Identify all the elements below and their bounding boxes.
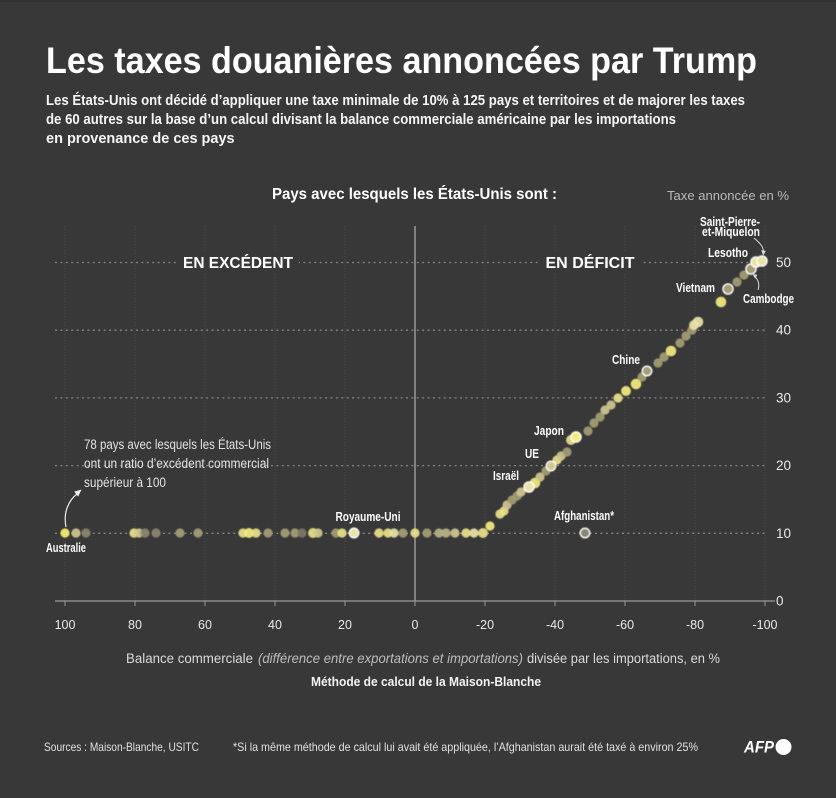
svg-text:UE: UE xyxy=(525,446,539,461)
svg-text:de 60 autres sur la base d’un: de 60 autres sur la base d’un calcul div… xyxy=(46,112,676,128)
svg-text:Cambodge: Cambodge xyxy=(743,291,794,306)
svg-text:*Si la même méthode de calcul: *Si la même méthode de calcul lui avait … xyxy=(233,740,698,754)
svg-text:-40: -40 xyxy=(546,618,564,632)
svg-text:Pays avec lesquels les États-U: Pays avec lesquels les États-Unis sont : xyxy=(272,186,557,203)
svg-text:-20: -20 xyxy=(476,618,494,632)
svg-text:Japon: Japon xyxy=(534,423,564,438)
svg-text:40: 40 xyxy=(268,618,282,632)
svg-text:Balance commerciale: Balance commerciale xyxy=(126,651,253,666)
svg-text:40: 40 xyxy=(776,323,791,338)
svg-text:20: 20 xyxy=(338,618,352,632)
svg-text:-60: -60 xyxy=(616,618,634,632)
svg-text:Royaume-Uni: Royaume-Uni xyxy=(336,509,401,524)
svg-text:0: 0 xyxy=(412,618,419,632)
svg-text:AFP: AFP xyxy=(743,739,775,757)
svg-text:Lesotho: Lesotho xyxy=(708,245,748,260)
svg-text:30: 30 xyxy=(776,390,791,405)
svg-text:80: 80 xyxy=(128,618,142,632)
svg-text:20: 20 xyxy=(776,458,791,473)
svg-text:Taxe annoncée en %: Taxe annoncée en % xyxy=(667,188,789,203)
svg-text:Saint-Pierre-: Saint-Pierre- xyxy=(700,214,760,229)
svg-text:Les taxes douanières annoncées: Les taxes douanières annoncées par Trump xyxy=(46,39,757,81)
svg-text:100: 100 xyxy=(55,618,76,632)
svg-text:supérieur à 100: supérieur à 100 xyxy=(84,475,166,490)
svg-text:Méthode de calcul de la Maison: Méthode de calcul de la Maison-Blanche xyxy=(311,674,541,689)
svg-text:Vietnam: Vietnam xyxy=(676,280,715,295)
svg-text:ont un ratio d’excédent commer: ont un ratio d’excédent commercial xyxy=(84,456,269,471)
svg-text:Sources : Maison-Blanche, USIT: Sources : Maison-Blanche, USITC xyxy=(44,740,199,754)
svg-text:78 pays avec lesquels les État: 78 pays avec lesquels les États-Unis xyxy=(84,437,271,452)
svg-text:Australie: Australie xyxy=(46,540,86,555)
svg-text:10: 10 xyxy=(776,526,791,541)
svg-text:et-Miquelon: et-Miquelon xyxy=(702,224,760,239)
svg-text:60: 60 xyxy=(198,618,212,632)
svg-text:EN DÉFICIT: EN DÉFICIT xyxy=(546,255,636,272)
svg-text:Les États-Unis ont décidé d’ap: Les États-Unis ont décidé d’appliquer un… xyxy=(46,92,745,109)
svg-text:50: 50 xyxy=(776,255,791,270)
svg-text:(différence entre exportations: (différence entre exportations et import… xyxy=(258,651,523,666)
svg-text:Israël: Israël xyxy=(493,468,519,483)
svg-text:-100: -100 xyxy=(752,618,777,632)
svg-text:0: 0 xyxy=(776,594,784,609)
svg-text:Afghanistan*: Afghanistan* xyxy=(554,508,615,523)
svg-text:Chine: Chine xyxy=(612,352,640,367)
svg-text:en provenance de ces pays: en provenance de ces pays xyxy=(46,131,235,147)
svg-text:-80: -80 xyxy=(686,618,704,632)
svg-text:EN EXCÉDENT: EN EXCÉDENT xyxy=(183,255,294,272)
svg-text:divisée par les importations,: divisée par les importations, en % xyxy=(527,651,720,666)
